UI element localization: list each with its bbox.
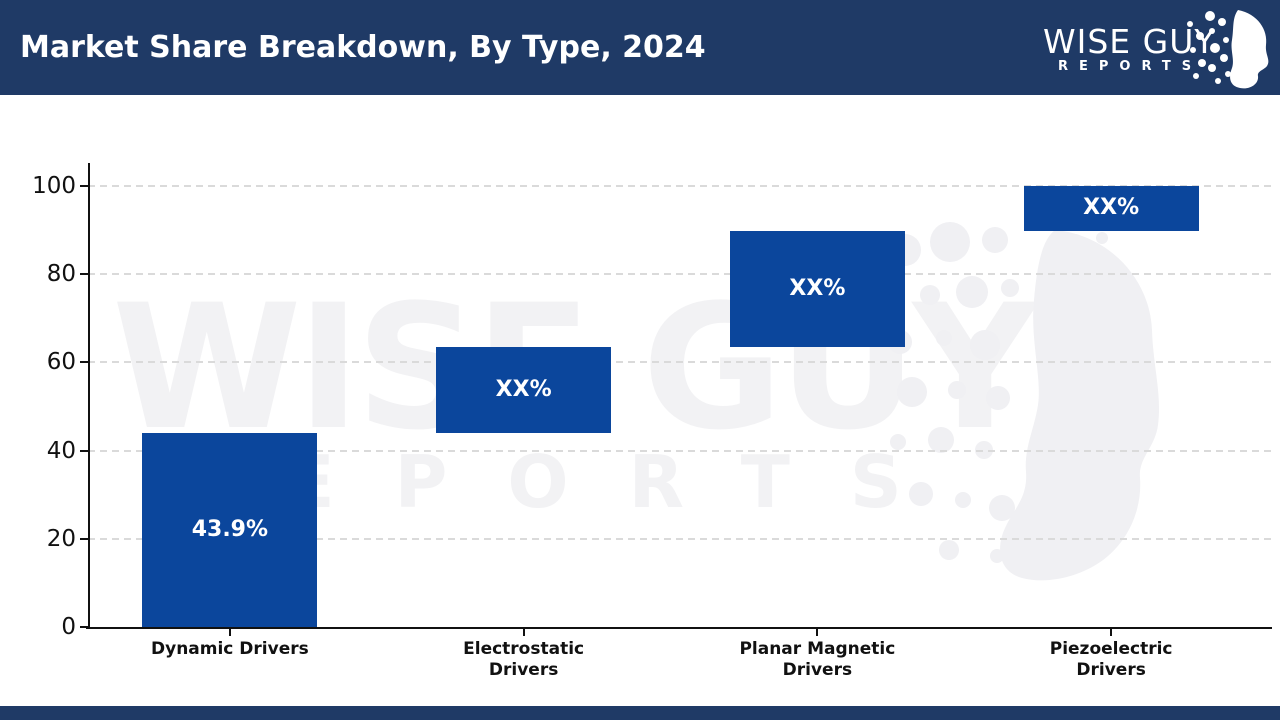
gridline <box>88 449 1272 452</box>
y-tick-label: 40 <box>46 437 76 464</box>
x-category-label: Piezoelectric Drivers <box>1049 639 1173 680</box>
logo-face-icon <box>1187 10 1269 89</box>
gridline <box>88 273 1272 276</box>
y-axis-tick <box>80 537 88 540</box>
y-axis-line <box>88 163 90 629</box>
gridline <box>88 537 1272 540</box>
footer-bar <box>0 706 1280 720</box>
y-axis-tick <box>80 449 88 452</box>
x-axis-tick <box>522 628 525 636</box>
header-bar: Market Share Breakdown, By Type, 2024 WI… <box>0 0 1280 95</box>
page-title: Market Share Breakdown, By Type, 2024 <box>20 30 706 65</box>
y-axis-tick <box>80 273 88 276</box>
x-category-label: Planar Magnetic Drivers <box>739 639 896 680</box>
logo-wordmark: WISE GUY <box>1043 22 1216 61</box>
bar-segment <box>1023 186 1199 231</box>
bar-value-label: XX% <box>1083 195 1140 221</box>
bar-segment <box>436 346 612 434</box>
bar-value-label: XX% <box>495 377 552 403</box>
y-tick-label: 60 <box>46 349 76 376</box>
bar-value-label: XX% <box>789 275 846 301</box>
gridline <box>88 361 1272 364</box>
bar-value-label: 43.9% <box>191 517 269 543</box>
watermark-face-icon <box>888 222 1160 581</box>
y-tick-label: 100 <box>32 173 76 199</box>
x-axis-tick <box>228 628 231 636</box>
x-category-label: Electrostatic Drivers <box>463 639 585 680</box>
y-tick-label: 20 <box>46 525 76 552</box>
x-axis-tick <box>816 628 819 636</box>
y-tick-label: 80 <box>46 261 76 288</box>
y-tick-label: 0 <box>61 614 76 640</box>
bar-segment <box>729 230 905 347</box>
y-axis-tick <box>80 185 88 187</box>
y-axis-tick <box>80 626 88 628</box>
bar-segment <box>142 433 318 627</box>
y-axis-tick <box>80 361 88 364</box>
x-axis-line <box>86 627 1272 629</box>
logo-subtitle: REPORTS <box>1058 59 1203 74</box>
gridline <box>88 185 1272 187</box>
x-category-label: Dynamic Drivers <box>151 639 309 659</box>
x-axis-tick <box>1110 628 1113 636</box>
